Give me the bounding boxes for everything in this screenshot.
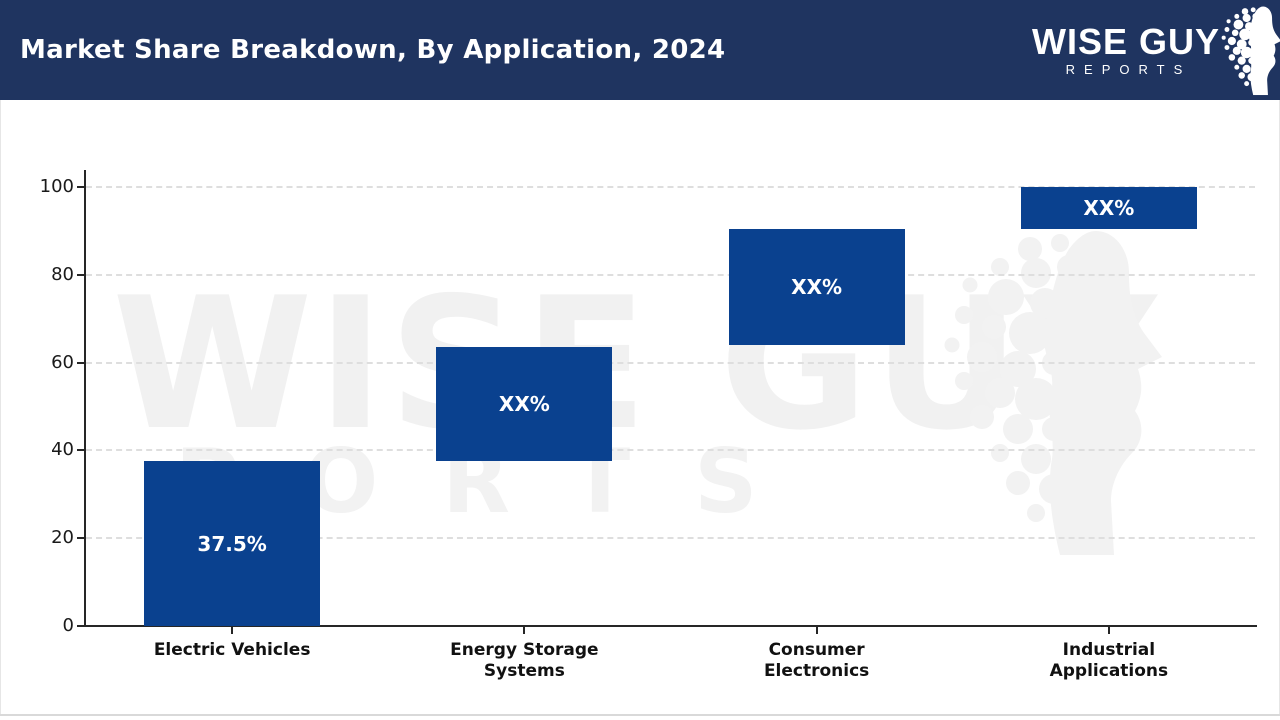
page-title: Market Share Breakdown, By Application, …	[20, 35, 726, 65]
y-tick-label: 40	[51, 439, 74, 461]
bar-value-label: XX%	[498, 392, 550, 417]
bar-value-label: 37.5%	[197, 531, 267, 556]
bar-value-label: XX%	[791, 274, 843, 299]
x-tick	[523, 627, 526, 634]
x-axis-line	[84, 625, 1257, 627]
gridline	[86, 186, 1255, 188]
y-tick	[77, 361, 84, 364]
brand-subname: REPORTS	[1065, 62, 1192, 77]
x-axis-label: Energy Storage Systems	[450, 640, 599, 681]
y-tick-label: 100	[39, 176, 74, 197]
x-tick	[1107, 627, 1110, 634]
x-tick	[231, 627, 234, 634]
y-tick-label: 20	[51, 527, 74, 549]
y-tick	[77, 273, 84, 276]
brand-name: WISE GUY	[1031, 21, 1220, 62]
y-tick	[77, 625, 84, 627]
y-tick	[77, 449, 84, 452]
y-axis-line	[84, 170, 86, 627]
bar-segment: XX%	[1020, 187, 1197, 229]
brand-logo: WISE GUY REPORTS	[1032, 0, 1280, 100]
gridline	[86, 361, 1255, 364]
gridline	[86, 449, 1255, 452]
x-tick	[815, 627, 818, 634]
gridline	[86, 273, 1255, 276]
bar-segment: XX%	[728, 228, 905, 346]
y-tick-label: 0	[62, 615, 74, 636]
bar-segment: XX%	[436, 347, 613, 462]
x-axis-label: Consumer Electronics	[763, 640, 870, 681]
header-bar: Market Share Breakdown, By Application, …	[0, 0, 1280, 100]
bottom-divider	[0, 714, 1280, 716]
x-axis-label: Electric Vehicles	[153, 640, 311, 660]
y-tick-label: 60	[51, 351, 74, 373]
y-tick-label: 80	[51, 263, 74, 285]
bar-segment: 37.5%	[144, 461, 321, 626]
gridline	[86, 537, 1255, 540]
y-tick	[77, 186, 84, 188]
brand-logo-text: WISE GUY REPORTS	[1031, 21, 1220, 78]
y-tick	[77, 537, 84, 540]
bar-value-label: XX%	[1083, 195, 1135, 220]
x-axis-label: Industrial Applications	[1049, 640, 1169, 681]
